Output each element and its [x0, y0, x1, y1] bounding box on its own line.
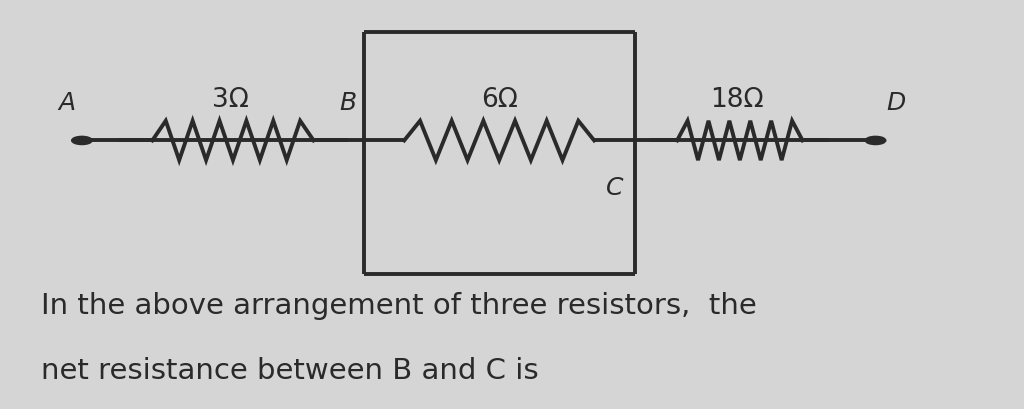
Circle shape — [72, 137, 92, 145]
Text: C: C — [605, 176, 624, 200]
Text: In the above arrangement of three resistors,  the: In the above arrangement of three resist… — [41, 291, 757, 319]
Text: A: A — [58, 90, 75, 115]
Text: net resistance between B and C is: net resistance between B and C is — [41, 357, 539, 384]
Text: D: D — [887, 90, 905, 115]
Text: B: B — [340, 90, 356, 115]
Text: 6Ω: 6Ω — [481, 87, 518, 112]
Text: 18Ω: 18Ω — [711, 87, 764, 112]
Text: 3Ω: 3Ω — [212, 87, 249, 112]
Circle shape — [865, 137, 886, 145]
